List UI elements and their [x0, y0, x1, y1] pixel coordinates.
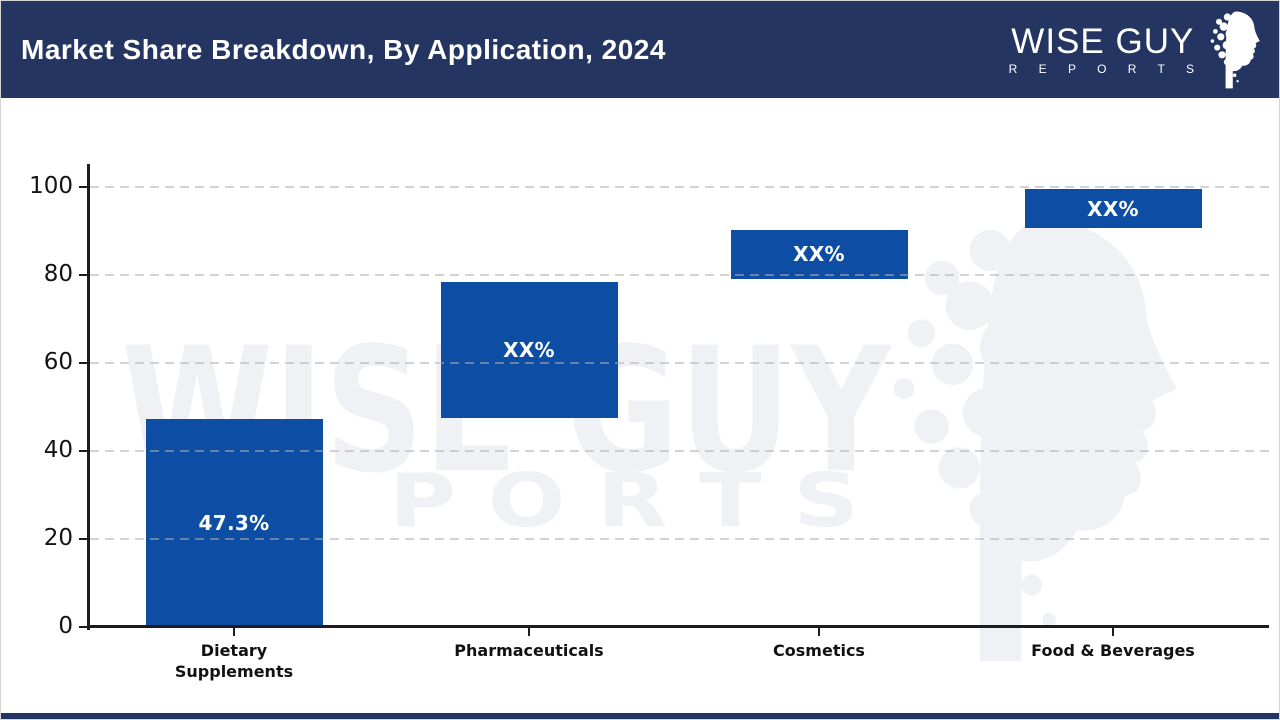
watermark-head-icon	[893, 218, 1177, 662]
y-tick-mark	[79, 626, 87, 628]
header: Market Share Breakdown, By Application, …	[1, 1, 1279, 98]
chart-title: Market Share Breakdown, By Application, …	[21, 33, 666, 65]
y-axis-line	[87, 164, 90, 630]
x-tick-mark	[1112, 628, 1114, 636]
footer-bar	[1, 713, 1279, 719]
y-tick-label: 0	[58, 613, 73, 639]
y-tick-label: 40	[43, 437, 73, 463]
chart-area: WISE GUY P O R T S 0 20 40 60 80 100 47.3% XX%…	[1, 98, 1279, 715]
wise-guy-head-icon	[1210, 11, 1260, 88]
bar-segment: 47.3%	[145, 418, 323, 627]
gridline	[90, 362, 1269, 364]
y-tick-label: 60	[43, 349, 73, 375]
x-category-label: Dietary Supplements	[174, 641, 294, 681]
y-tick-label: 80	[43, 261, 73, 287]
x-category-label: Pharmaceuticals	[454, 641, 604, 660]
gridline	[90, 274, 1269, 276]
x-category-label: Food & Beverages	[1031, 641, 1195, 660]
y-tick-mark	[79, 274, 87, 276]
y-tick-mark	[79, 186, 87, 188]
y-tick-label: 100	[29, 173, 73, 199]
gridline	[90, 538, 1269, 540]
gridline	[90, 186, 1269, 188]
y-tick-label: 20	[43, 525, 73, 551]
x-tick-mark	[233, 628, 235, 636]
bar-value-label: 47.3%	[198, 510, 270, 535]
logo-text: WISE GUY R E P O R T S	[1003, 24, 1203, 76]
logo-subtext: R E P O R T S	[1008, 61, 1203, 76]
bar-value-label: XX%	[503, 338, 555, 362]
x-axis-line	[87, 625, 1269, 628]
watermark-subtext: P O R T S	[389, 458, 859, 544]
bar-segment: XX%	[440, 281, 618, 419]
wise-guy-logo: WISE GUY R E P O R T S	[1003, 11, 1267, 89]
gridline	[90, 450, 1269, 452]
x-tick-mark	[818, 628, 820, 636]
bar-segment: XX%	[730, 230, 908, 279]
x-tick-mark	[528, 628, 530, 636]
bar-value-label: XX%	[1087, 196, 1139, 221]
logo-wordmark: WISE GUY	[1011, 21, 1195, 61]
y-tick-mark	[79, 362, 87, 364]
y-tick-mark	[79, 538, 87, 540]
x-category-label: Cosmetics	[773, 641, 865, 660]
y-tick-mark	[79, 450, 87, 452]
bar-value-label: XX%	[793, 242, 845, 267]
bar-segment: XX%	[1024, 189, 1202, 228]
